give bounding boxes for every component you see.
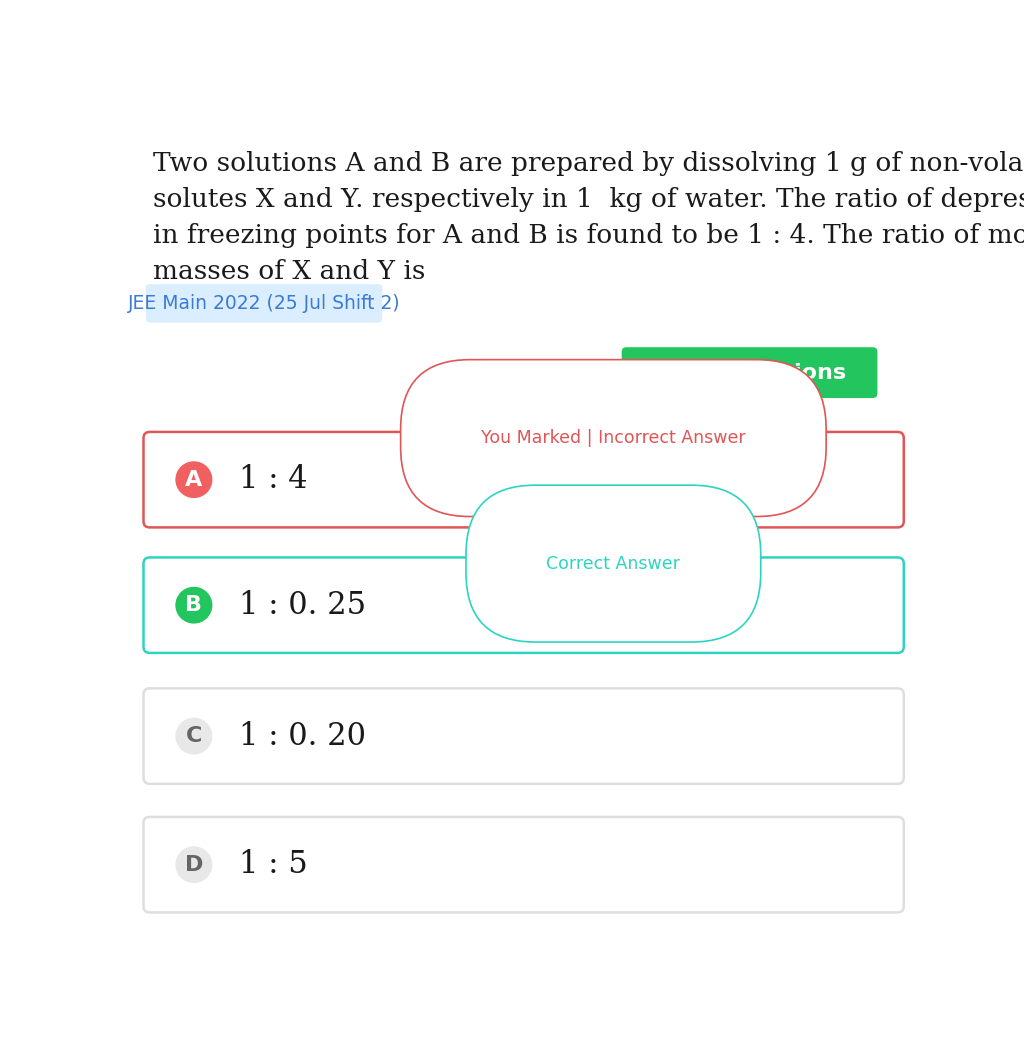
Text: 1 : 5: 1 : 5 (239, 849, 307, 881)
FancyBboxPatch shape (143, 558, 904, 653)
FancyBboxPatch shape (622, 347, 878, 398)
Circle shape (176, 462, 212, 498)
FancyBboxPatch shape (143, 432, 904, 527)
Text: You Marked | Incorrect Answer: You Marked | Incorrect Answer (470, 429, 757, 447)
Text: JEE Main 2022 (25 Jul Shift 2): JEE Main 2022 (25 Jul Shift 2) (128, 294, 400, 312)
FancyBboxPatch shape (143, 688, 904, 784)
Text: Show Solutions: Show Solutions (653, 363, 846, 383)
Text: Correct Answer: Correct Answer (536, 554, 691, 572)
Text: 1 : 0. 25: 1 : 0. 25 (239, 590, 366, 621)
Text: 1 : 0. 20: 1 : 0. 20 (239, 721, 366, 751)
Circle shape (176, 719, 212, 754)
Circle shape (176, 587, 212, 623)
Text: D: D (184, 854, 203, 874)
Circle shape (176, 847, 212, 883)
Text: C: C (185, 726, 202, 746)
FancyBboxPatch shape (143, 817, 904, 912)
Text: B: B (185, 595, 203, 615)
Text: Two solutions A and B are prepared by dissolving 1 g of non-volatile
solutes X a: Two solutions A and B are prepared by di… (153, 150, 1024, 284)
Text: 1 : 4: 1 : 4 (239, 464, 307, 495)
Text: A: A (185, 469, 203, 489)
FancyBboxPatch shape (145, 284, 382, 323)
